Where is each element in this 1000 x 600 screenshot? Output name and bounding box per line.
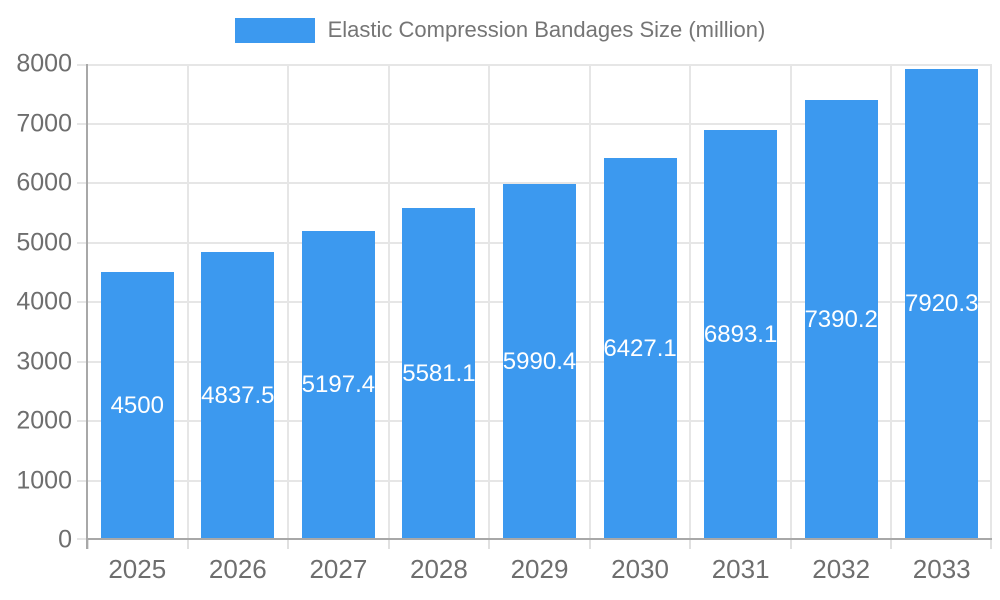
x-axis-tick [287,540,290,549]
x-axis-tick-label: 2027 [309,554,368,584]
y-gridline [87,122,992,125]
x-axis-tick [990,540,992,549]
y-axis-tick [77,538,87,540]
x-axis-tick [87,540,89,549]
y-axis-labels: 0 1000 2000 3000 4000 5000 6000 7000 8000 [0,50,72,554]
x-axis-tick-label: 2029 [510,554,569,584]
bar[interactable] [301,230,375,540]
y-axis-tick [77,301,87,303]
y-gridline [87,64,992,66]
x-axis-tick [186,540,189,549]
x-axis-tick [588,540,591,549]
y-axis-tick-label: 5000 [16,228,72,256]
bar[interactable] [804,100,878,540]
legend-label: Elastic Compression Bandages Size (milli… [327,17,766,42]
x-axis-tick [789,540,792,549]
x-gridline [588,64,591,540]
legend-swatch [234,17,315,43]
x-gridline [890,64,893,540]
x-axis-tick [387,540,390,549]
x-axis-baseline [87,538,992,540]
y-axis-tick-label: 2000 [16,406,72,435]
bar-value-label: 4837.5 [201,382,275,410]
y-axis-tick [77,241,87,244]
bar[interactable] [201,252,275,540]
bar-value-label: 5197.4 [301,371,376,399]
x-axis-tick [890,540,893,549]
x-axis-tick-label: 2031 [711,554,770,584]
y-axis-tick [77,122,87,125]
y-axis-tick-label: 8000 [16,49,72,78]
y-axis-tick [77,479,87,482]
x-gridline [689,64,692,540]
x-gridline [488,64,491,540]
x-gridline [990,64,992,540]
x-axis-tick-label: 2030 [611,554,669,584]
x-gridline [287,64,290,540]
bar-value-label: 7390.2 [804,306,878,334]
y-axis-tick-label: 1000 [16,466,72,494]
y-axis-tick [77,64,87,66]
bar-value-label: 7920.3 [905,290,979,318]
x-axis-tick [488,540,491,549]
bar[interactable] [503,183,576,540]
bar-value-label: 6427.1 [603,334,677,362]
x-axis-tick-label: 2032 [812,554,871,584]
x-gridline [387,64,390,540]
y-axis-tick-label: 0 [58,525,72,554]
x-axis-tick-label: 2028 [410,554,468,584]
x-axis-tick-label: 2033 [912,554,971,584]
x-gridline [789,64,792,540]
y-gridline [87,182,992,184]
bar-value-label: 5581.1 [402,359,476,387]
x-gridline [186,64,189,540]
y-axis-tick-label: 6000 [16,168,72,197]
y-axis-tick [77,420,87,422]
bar-value-label: 6893.1 [703,320,778,348]
y-axis-line [86,64,88,549]
bar[interactable] [402,207,476,540]
bar-value-label: 4500 [110,392,164,420]
bar[interactable] [905,68,979,540]
x-axis-labels: 2025 2026 2027 2028 2029 2030 2031 2032 2033 [87,554,992,586]
x-axis-tick-label: 2025 [108,554,167,584]
y-axis-tick [77,182,87,184]
x-axis-tick [689,540,692,549]
plot-area: 4500 4837.5 5197.4 5581.1 5990.4 6427.1 6893.1… [77,64,992,549]
legend: Elastic Compression Bandages Size (milli… [0,16,1000,44]
bar[interactable] [704,129,778,540]
y-axis-tick [77,360,87,363]
bar-value-label: 5990.4 [502,347,577,375]
bar[interactable] [603,157,677,540]
y-axis-tick-label: 7000 [16,109,72,137]
y-axis-tick-label: 3000 [16,347,72,375]
x-axis-tick-label: 2026 [208,554,267,584]
bar[interactable] [100,272,174,540]
y-axis-tick-label: 4000 [16,287,72,316]
